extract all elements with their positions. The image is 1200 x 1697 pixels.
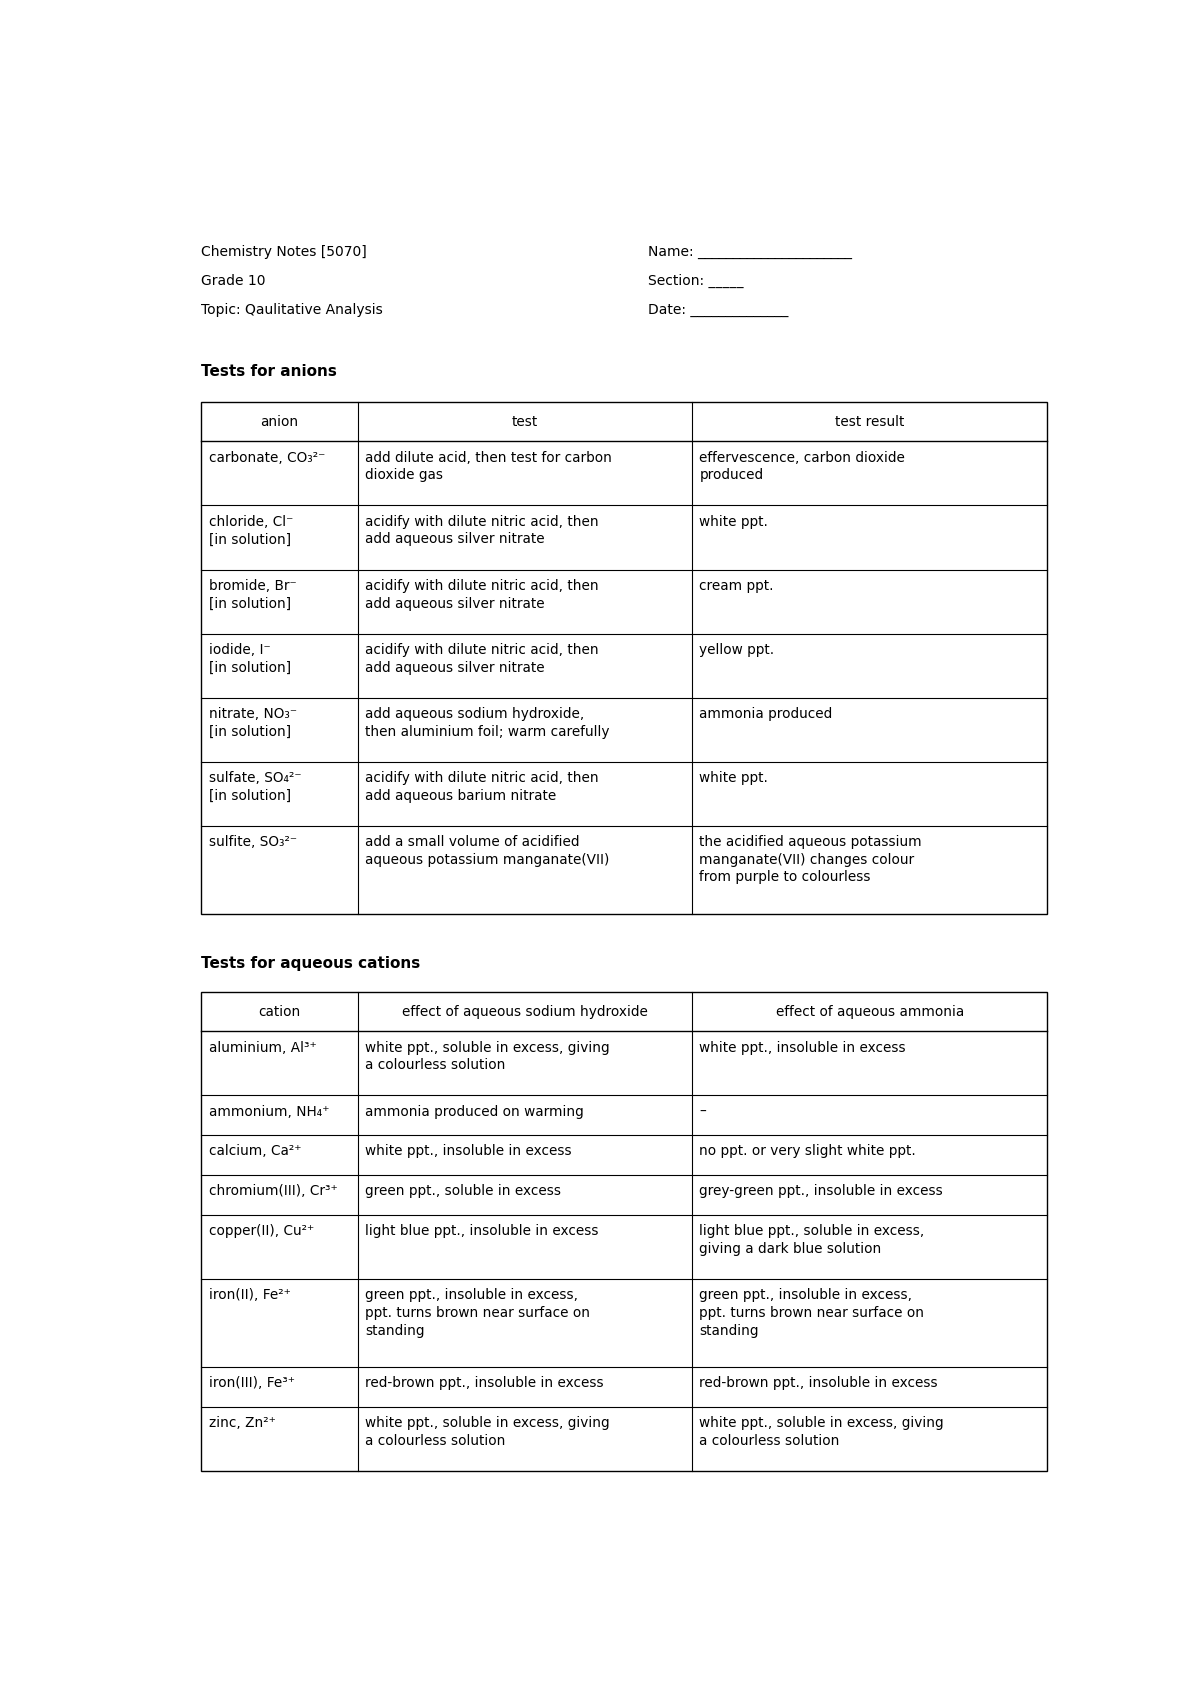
Text: green ppt., soluble in excess: green ppt., soluble in excess xyxy=(365,1185,562,1198)
Text: nitrate, NO₃⁻
[in solution]: nitrate, NO₃⁻ [in solution] xyxy=(209,706,296,738)
Text: anion: anion xyxy=(260,414,299,429)
Text: acidify with dilute nitric acid, then
add aqueous silver nitrate: acidify with dilute nitric acid, then ad… xyxy=(365,579,599,611)
Text: grey-green ppt., insoluble in excess: grey-green ppt., insoluble in excess xyxy=(700,1185,943,1198)
Text: acidify with dilute nitric acid, then
add aqueous silver nitrate: acidify with dilute nitric acid, then ad… xyxy=(365,643,599,674)
Text: –: – xyxy=(700,1105,706,1118)
Text: Grade 10: Grade 10 xyxy=(202,275,265,288)
Text: light blue ppt., soluble in excess,
giving a dark blue solution: light blue ppt., soluble in excess, givi… xyxy=(700,1224,925,1256)
Text: white ppt.: white ppt. xyxy=(700,770,768,784)
Text: iron(III), Fe³⁺: iron(III), Fe³⁺ xyxy=(209,1376,294,1390)
Text: Tests for aqueous cations: Tests for aqueous cations xyxy=(202,955,420,971)
Text: Tests for anions: Tests for anions xyxy=(202,365,337,380)
Bar xyxy=(202,993,1048,1471)
Text: chloride, Cl⁻
[in solution]: chloride, Cl⁻ [in solution] xyxy=(209,514,293,546)
Text: white ppt., soluble in excess, giving
a colourless solution: white ppt., soluble in excess, giving a … xyxy=(365,1040,610,1073)
Text: bromide, Br⁻
[in solution]: bromide, Br⁻ [in solution] xyxy=(209,579,296,611)
Text: acidify with dilute nitric acid, then
add aqueous barium nitrate: acidify with dilute nitric acid, then ad… xyxy=(365,770,599,803)
Text: iodide, I⁻
[in solution]: iodide, I⁻ [in solution] xyxy=(209,643,290,674)
Text: zinc, Zn²⁺: zinc, Zn²⁺ xyxy=(209,1417,276,1431)
Text: effervescence, carbon dioxide
produced: effervescence, carbon dioxide produced xyxy=(700,451,905,482)
Text: white ppt.: white ppt. xyxy=(700,514,768,529)
Text: sulfate, SO₄²⁻
[in solution]: sulfate, SO₄²⁻ [in solution] xyxy=(209,770,301,803)
Text: the acidified aqueous potassium
manganate(VII) changes colour
from purple to col: the acidified aqueous potassium manganat… xyxy=(700,835,922,884)
Text: white ppt., insoluble in excess: white ppt., insoluble in excess xyxy=(700,1040,906,1054)
Text: Date: ______________: Date: ______________ xyxy=(648,304,788,317)
Text: red-brown ppt., insoluble in excess: red-brown ppt., insoluble in excess xyxy=(700,1376,938,1390)
Text: ammonia produced on warming: ammonia produced on warming xyxy=(365,1105,584,1118)
Text: white ppt., insoluble in excess: white ppt., insoluble in excess xyxy=(365,1144,571,1159)
Text: acidify with dilute nitric acid, then
add aqueous silver nitrate: acidify with dilute nitric acid, then ad… xyxy=(365,514,599,546)
Text: Name: ______________________: Name: ______________________ xyxy=(648,246,852,260)
Text: test: test xyxy=(511,414,538,429)
Text: effect of aqueous sodium hydroxide: effect of aqueous sodium hydroxide xyxy=(402,1005,648,1018)
Text: no ppt. or very slight white ppt.: no ppt. or very slight white ppt. xyxy=(700,1144,916,1159)
Text: white ppt., soluble in excess, giving
a colourless solution: white ppt., soluble in excess, giving a … xyxy=(365,1417,610,1448)
Text: Topic: Qaulitative Analysis: Topic: Qaulitative Analysis xyxy=(202,304,383,317)
Text: light blue ppt., insoluble in excess: light blue ppt., insoluble in excess xyxy=(365,1224,599,1239)
Text: yellow ppt.: yellow ppt. xyxy=(700,643,774,657)
Text: add dilute acid, then test for carbon
dioxide gas: add dilute acid, then test for carbon di… xyxy=(365,451,612,482)
Text: add aqueous sodium hydroxide,
then aluminium foil; warm carefully: add aqueous sodium hydroxide, then alumi… xyxy=(365,706,610,738)
Text: ammonia produced: ammonia produced xyxy=(700,706,833,721)
Bar xyxy=(202,402,1048,913)
Text: white ppt., soluble in excess, giving
a colourless solution: white ppt., soluble in excess, giving a … xyxy=(700,1417,944,1448)
Text: calcium, Ca²⁺: calcium, Ca²⁺ xyxy=(209,1144,301,1159)
Text: aluminium, Al³⁺: aluminium, Al³⁺ xyxy=(209,1040,317,1054)
Text: cream ppt.: cream ppt. xyxy=(700,579,774,592)
Text: add a small volume of acidified
aqueous potassium manganate(VII): add a small volume of acidified aqueous … xyxy=(365,835,610,867)
Text: cation: cation xyxy=(258,1005,300,1018)
Text: Section: _____: Section: _____ xyxy=(648,275,743,288)
Text: iron(II), Fe²⁺: iron(II), Fe²⁺ xyxy=(209,1288,290,1302)
Text: red-brown ppt., insoluble in excess: red-brown ppt., insoluble in excess xyxy=(365,1376,604,1390)
Text: ammonium, NH₄⁺: ammonium, NH₄⁺ xyxy=(209,1105,329,1118)
Text: Chemistry Notes [5070]: Chemistry Notes [5070] xyxy=(202,246,367,260)
Text: chromium(III), Cr³⁺: chromium(III), Cr³⁺ xyxy=(209,1185,337,1198)
Text: copper(II), Cu²⁺: copper(II), Cu²⁺ xyxy=(209,1224,314,1239)
Text: test result: test result xyxy=(835,414,905,429)
Text: sulfite, SO₃²⁻: sulfite, SO₃²⁻ xyxy=(209,835,296,848)
Text: green ppt., insoluble in excess,
ppt. turns brown near surface on
standing: green ppt., insoluble in excess, ppt. tu… xyxy=(365,1288,590,1337)
Text: green ppt., insoluble in excess,
ppt. turns brown near surface on
standing: green ppt., insoluble in excess, ppt. tu… xyxy=(700,1288,924,1337)
Text: carbonate, CO₃²⁻: carbonate, CO₃²⁻ xyxy=(209,451,325,465)
Text: effect of aqueous ammonia: effect of aqueous ammonia xyxy=(775,1005,964,1018)
